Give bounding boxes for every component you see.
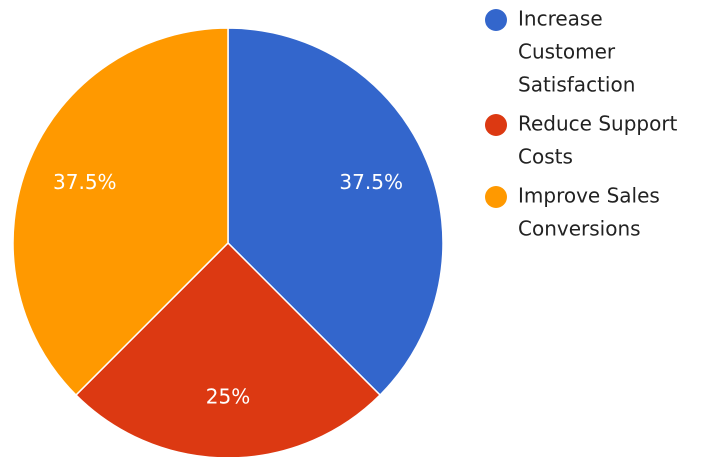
pie-data-label-1: 37.5%	[339, 170, 403, 194]
pie-data-label-3: 37.5%	[53, 170, 117, 194]
legend: Increase Customer Satisfaction Reduce Suppo…	[485, 7, 678, 241]
legend-swatch-2	[485, 114, 507, 136]
legend-label-1: Increase Customer Satisfaction	[518, 7, 635, 97]
legend-swatch-3	[485, 186, 507, 208]
legend-label-2: Reduce Support Costs	[518, 112, 678, 169]
pie-data-labels: 37.5% 25% 37.5%	[53, 170, 403, 408]
legend-item-1: Increase Customer Satisfaction	[485, 7, 635, 97]
legend-item-2: Reduce Support Costs	[485, 112, 678, 169]
pie-slice-3	[12, 27, 229, 397]
legend-swatch-1	[485, 9, 507, 31]
pie-slice-1	[227, 27, 444, 397]
legend-item-3: Improve Sales Conversions	[485, 184, 660, 241]
pie-slices	[12, 27, 444, 457]
legend-label-3: Improve Sales Conversions	[518, 184, 660, 241]
pie-slice-2	[74, 241, 382, 457]
pie-data-label-2: 25%	[206, 385, 250, 409]
